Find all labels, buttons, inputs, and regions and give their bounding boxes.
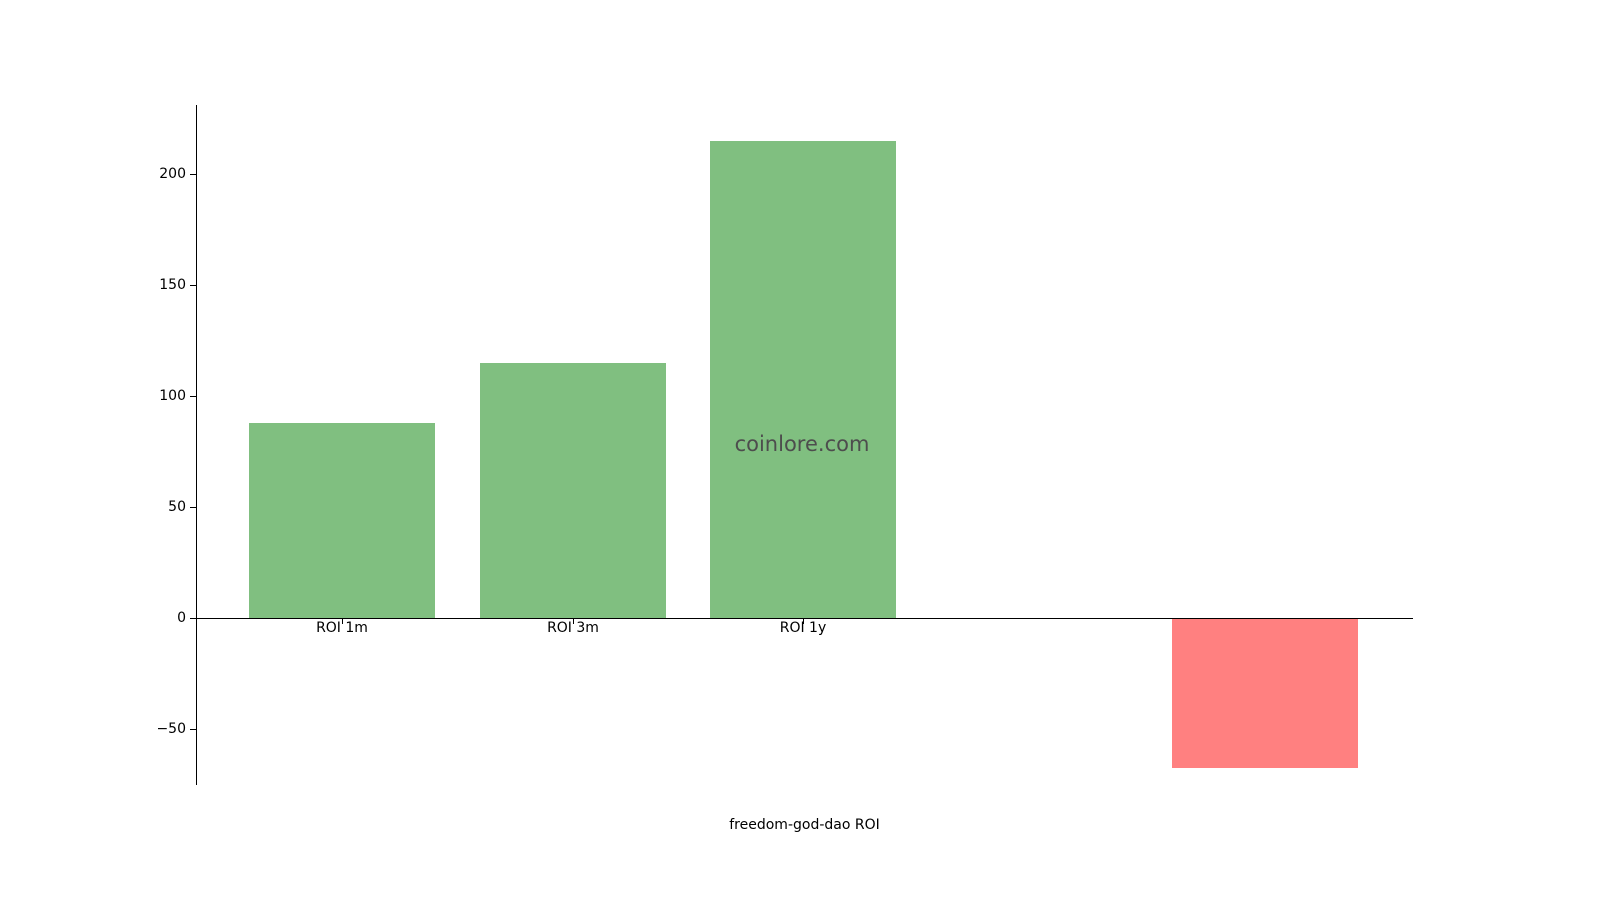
y-tick-mark [190,285,196,286]
bar-roi-3m [480,362,666,618]
y-tick-mark [190,618,196,619]
y-tick-label: 50 [168,499,186,515]
y-tick-mark [190,396,196,397]
x-axis-zero-line [196,618,1413,619]
y-tick-label: 150 [159,277,186,293]
y-axis-line [196,105,197,785]
y-tick-mark [190,174,196,175]
y-tick-mark [190,729,196,730]
bar-roi-1y [710,140,896,618]
y-tick-label: −50 [156,721,186,737]
y-tick-label: 100 [159,388,186,404]
x-tick-mark [573,619,574,624]
y-tick-label: 200 [159,166,186,182]
bar-unlabeled [1172,619,1358,768]
chart-title: freedom-god-dao ROI [729,817,880,833]
y-tick-mark [190,507,196,508]
x-tick-mark [342,619,343,624]
x-tick-label: ROI 1y [779,620,827,636]
bar-roi-1m [249,422,435,618]
watermark-text: coinlore.com [734,432,870,456]
x-tick-mark [803,619,804,624]
x-tick-label: ROI 3m [547,620,599,636]
y-tick-label: 0 [177,610,186,626]
x-tick-label: ROI 1m [316,620,368,636]
